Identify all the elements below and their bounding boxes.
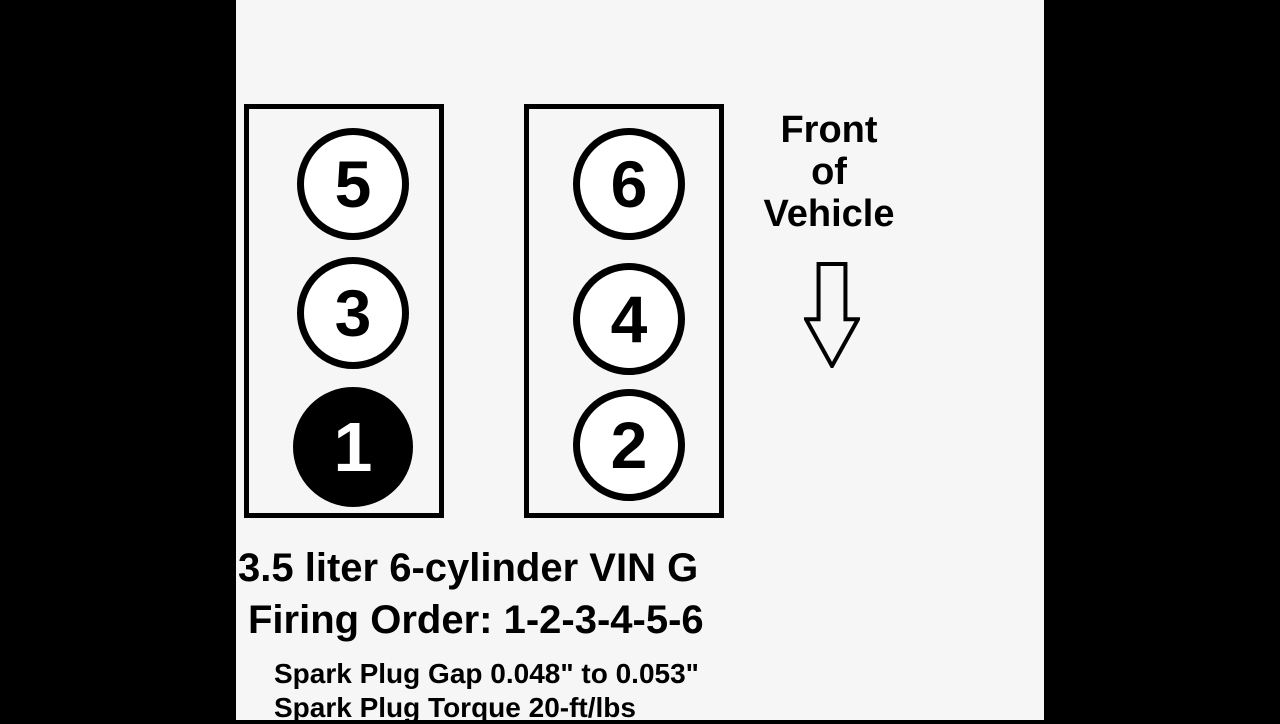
firing-order-line: Firing Order: 1-2-3-4-5-6 bbox=[248, 598, 704, 643]
cylinder-6: 6 bbox=[573, 128, 685, 240]
spark-plug-torque-line: Spark Plug Torque 20-ft/lbs bbox=[274, 692, 636, 724]
cylinder-bank-left: 5 3 1 bbox=[244, 104, 444, 518]
cylinder-bank-right: 6 4 2 bbox=[524, 104, 724, 518]
front-label-line2: of bbox=[754, 152, 904, 194]
front-label-line1: Front bbox=[754, 110, 904, 152]
cylinder-5: 5 bbox=[297, 128, 409, 240]
front-label-line3: Vehicle bbox=[754, 194, 904, 236]
front-of-vehicle-label: Front of Vehicle bbox=[754, 110, 904, 235]
cylinder-1: 1 bbox=[293, 387, 413, 507]
cylinder-2: 2 bbox=[573, 389, 685, 501]
cylinder-3: 3 bbox=[297, 257, 409, 369]
engine-spec-line: 3.5 liter 6-cylinder VIN G bbox=[238, 546, 698, 591]
diagram-canvas: 5 3 1 6 4 2 Front of Vehicle 3.5 liter 6-cyl… bbox=[236, 0, 1044, 720]
cylinder-4: 4 bbox=[573, 263, 685, 375]
down-arrow-icon bbox=[804, 262, 860, 373]
spark-plug-gap-line: Spark Plug Gap 0.048" to 0.053" bbox=[274, 658, 699, 690]
